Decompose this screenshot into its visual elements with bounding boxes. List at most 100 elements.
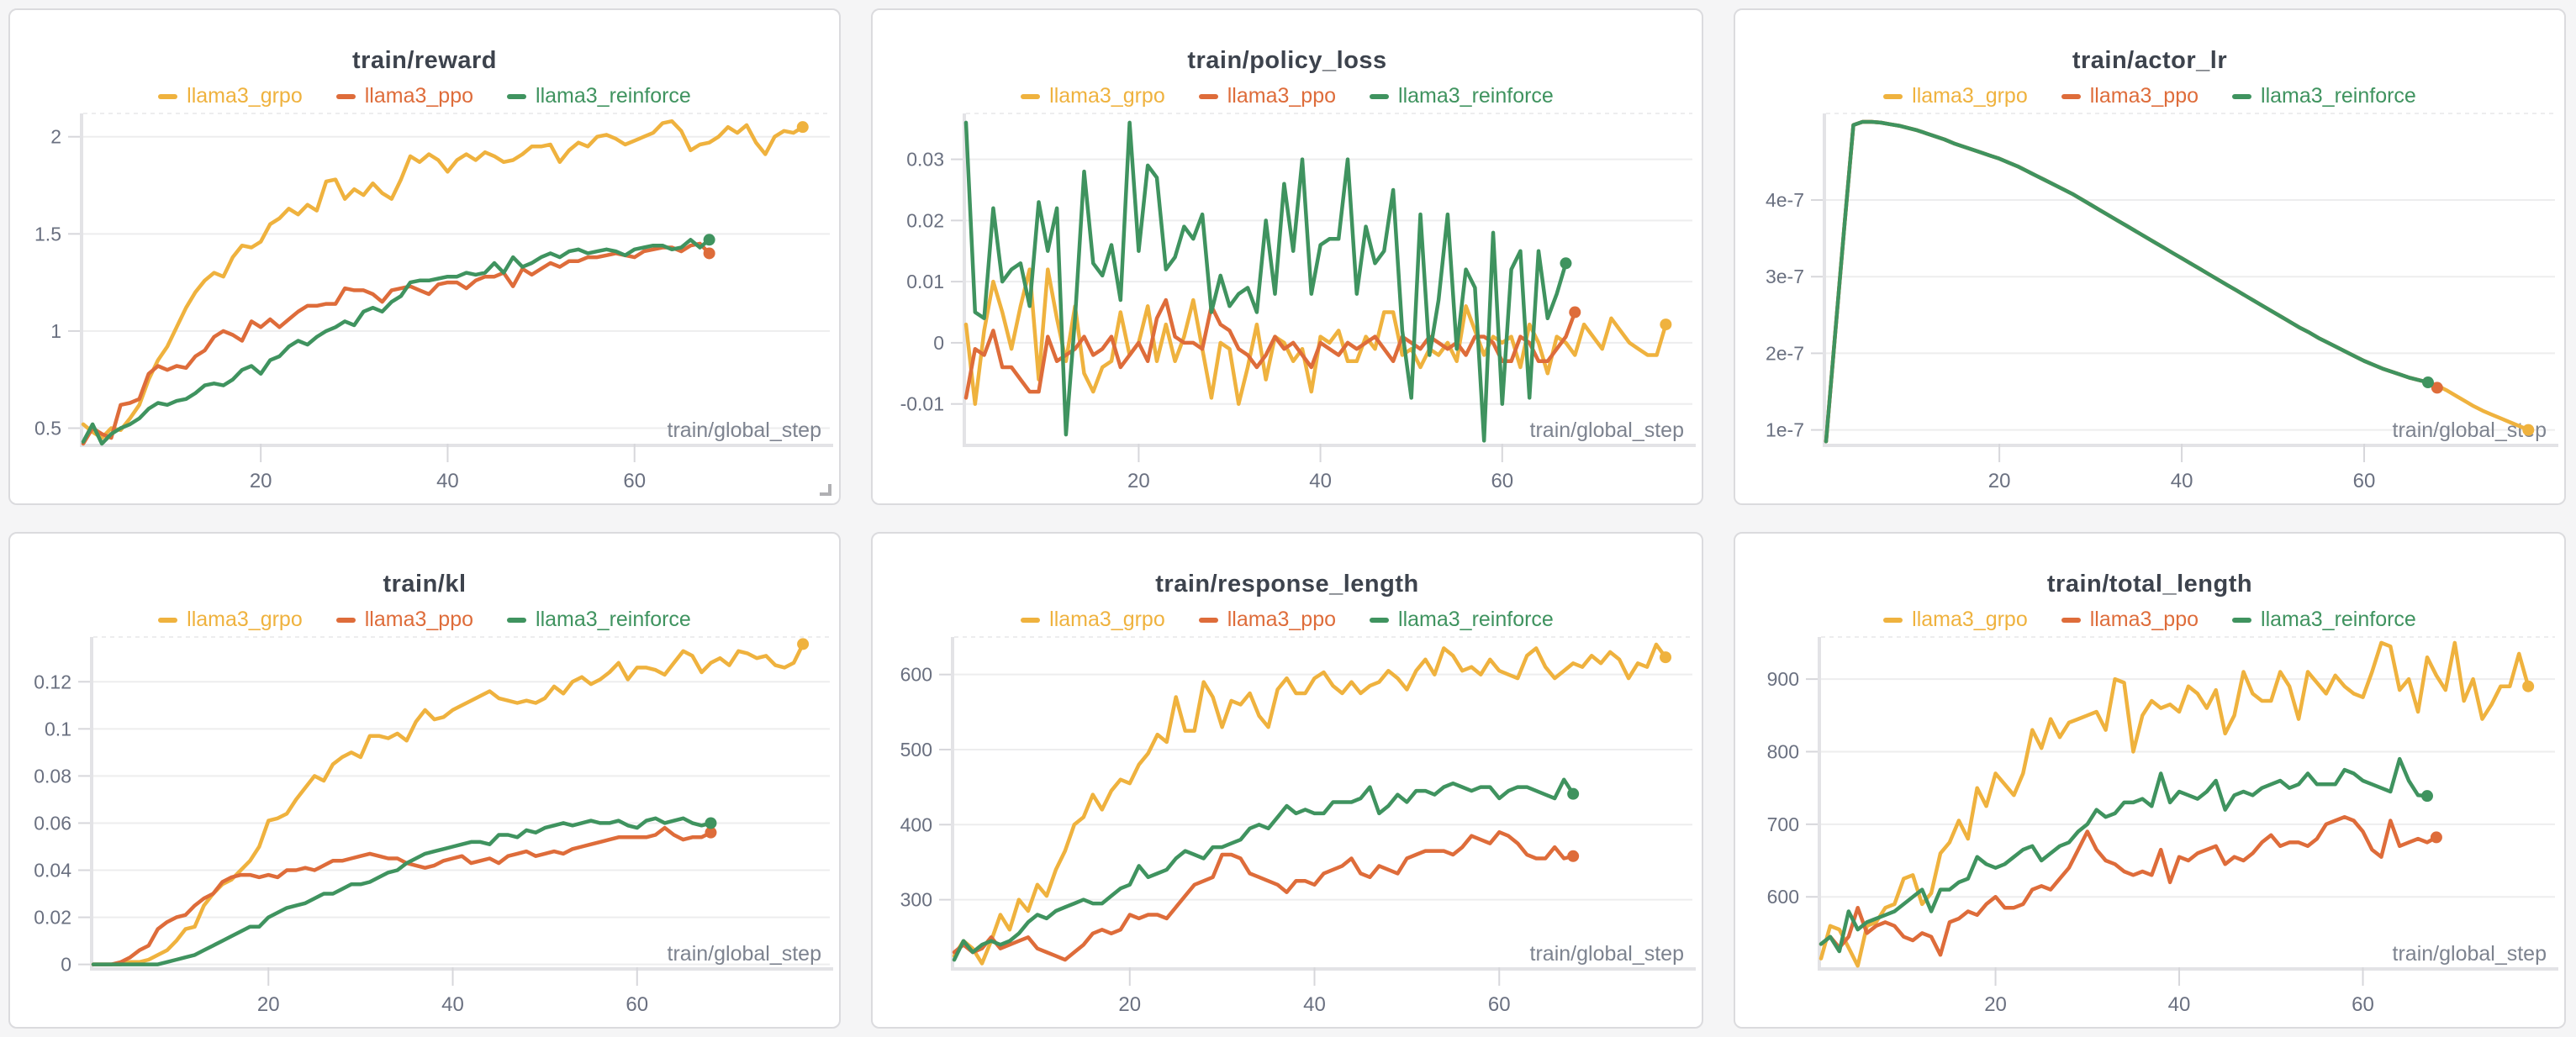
svg-text:40: 40 — [436, 470, 459, 492]
svg-text:0.02: 0.02 — [34, 907, 71, 929]
svg-text:800: 800 — [1767, 740, 1799, 762]
legend-item-llama3_grpo[interactable]: llama3_grpo — [158, 84, 303, 108]
legend-label: llama3_ppo — [2089, 84, 2199, 108]
x-axis-label: train/global_step — [2393, 418, 2547, 442]
svg-text:40: 40 — [2168, 993, 2191, 1016]
chart-plot[interactable]: 1e-7 2e-7 3e-7 4e-7 20 40 60 train/global_step — [1735, 109, 2568, 507]
legend-label: llama3_ppo — [364, 84, 474, 108]
legend-item-llama3_ppo[interactable]: llama3_ppo — [1198, 84, 1337, 108]
svg-text:60: 60 — [1491, 470, 1513, 492]
x-axis-label: train/global_step — [668, 418, 821, 442]
svg-text:-0.01: -0.01 — [900, 393, 944, 415]
x-axis-label: train/global_step — [2393, 942, 2547, 966]
chart-title: train/reward — [352, 47, 497, 74]
legend-item-llama3_ppo[interactable]: llama3_ppo — [2061, 608, 2199, 632]
svg-text:20: 20 — [250, 470, 272, 492]
chart-plot[interactable]: 600 700 800 900 20 40 60 train/global_step — [1735, 633, 2568, 1030]
svg-text:0.02: 0.02 — [906, 209, 944, 231]
chart-legend: llama3_grpo llama3_ppo llama3_reinforce — [10, 608, 839, 632]
legend-item-llama3_ppo[interactable]: llama3_ppo — [335, 84, 474, 108]
svg-text:0.5: 0.5 — [34, 418, 61, 440]
svg-text:60: 60 — [2352, 993, 2374, 1016]
legend-item-llama3_ppo[interactable]: llama3_ppo — [1198, 608, 1336, 632]
legend-marker-icon — [158, 93, 178, 99]
svg-text:0: 0 — [61, 954, 71, 976]
svg-text:20: 20 — [257, 993, 280, 1016]
chart-plot[interactable]: 0 0.02 0.04 0.06 0.08 0.1 0.12 20 40 60 train/glob… — [10, 633, 842, 1030]
legend-item-llama3_reinforce[interactable]: llama3_reinforce — [2232, 84, 2416, 108]
legend-item-llama3_reinforce[interactable]: llama3_reinforce — [1370, 608, 1554, 632]
svg-text:60: 60 — [626, 993, 648, 1016]
legend-item-llama3_grpo[interactable]: llama3_grpo — [1883, 84, 2028, 108]
chart-title: train/actor_lr — [2072, 47, 2228, 74]
legend-marker-icon — [1021, 617, 1041, 623]
svg-text:600: 600 — [900, 664, 932, 686]
legend-item-llama3_grpo[interactable]: llama3_grpo — [1021, 608, 1165, 632]
legend-marker-icon — [507, 617, 527, 623]
chart-title: train/kl — [383, 571, 467, 597]
svg-text:1.5: 1.5 — [34, 223, 61, 245]
legend-marker-icon — [335, 93, 356, 99]
legend-label: llama3_grpo — [187, 84, 303, 108]
resize-handle-icon[interactable] — [820, 484, 831, 496]
svg-text:500: 500 — [900, 739, 932, 761]
legend-marker-icon — [1021, 93, 1041, 99]
svg-text:900: 900 — [1767, 668, 1799, 690]
legend-marker-icon — [1370, 93, 1390, 99]
svg-text:60: 60 — [623, 470, 646, 492]
legend-marker-icon — [1370, 617, 1390, 623]
legend-marker-icon — [1198, 93, 1218, 99]
legend-item-llama3_reinforce[interactable]: llama3_reinforce — [1370, 84, 1554, 108]
legend-label: llama3_grpo — [187, 608, 303, 631]
legend-label: llama3_reinforce — [536, 608, 691, 631]
legend-marker-icon — [2232, 617, 2252, 623]
legend-marker-icon — [1198, 617, 1218, 623]
x-axis-label: train/global_step — [1530, 418, 1684, 442]
x-axis-label: train/global_step — [1530, 942, 1684, 966]
chart-plot[interactable]: 300 400 500 600 20 40 60 train/global_step — [873, 633, 1705, 1030]
svg-text:400: 400 — [900, 813, 932, 835]
legend-marker-icon — [158, 617, 178, 623]
chart-plot[interactable]: -0.01 0 0.01 0.02 0.03 20 40 60 train/global_ste… — [873, 109, 1705, 507]
legend-label: llama3_reinforce — [2261, 608, 2416, 631]
chart-plot[interactable]: 0.5 1 1.5 2 20 40 60 train/global_step — [10, 109, 842, 507]
svg-text:2e-7: 2e-7 — [1766, 342, 1804, 364]
legend-label: llama3_grpo — [1912, 84, 2028, 108]
legend-item-llama3_reinforce[interactable]: llama3_reinforce — [507, 608, 691, 632]
svg-text:60: 60 — [2353, 470, 2376, 492]
svg-text:4e-7: 4e-7 — [1766, 189, 1804, 211]
legend-label: llama3_reinforce — [1398, 84, 1554, 108]
chart-panel-policy-loss: train/policy_loss llama3_grpo llama3_ppo l… — [871, 8, 1703, 505]
legend-item-llama3_grpo[interactable]: llama3_grpo — [1021, 84, 1165, 108]
chart-panel-response-length: train/response_length llama3_grpo llama3_… — [871, 532, 1703, 1029]
legend-item-llama3_ppo[interactable]: llama3_ppo — [2061, 84, 2199, 108]
svg-text:2: 2 — [50, 126, 61, 148]
chart-legend: llama3_grpo llama3_ppo llama3_reinforce — [10, 84, 839, 108]
legend-item-llama3_grpo[interactable]: llama3_grpo — [158, 608, 303, 632]
svg-text:0.12: 0.12 — [34, 671, 71, 692]
legend-marker-icon — [335, 617, 356, 623]
chart-panel-actor-lr: train/actor_lr llama3_grpo llama3_ppo llam… — [1734, 8, 2566, 505]
legend-item-llama3_ppo[interactable]: llama3_ppo — [335, 608, 474, 632]
x-axis-label: train/global_step — [668, 942, 821, 966]
chart-panel-total-length: train/total_length llama3_grpo llama3_ppo… — [1734, 532, 2566, 1029]
svg-text:600: 600 — [1767, 886, 1799, 908]
svg-text:0.04: 0.04 — [34, 860, 71, 882]
legend-label: llama3_reinforce — [1398, 608, 1554, 631]
legend-label: llama3_ppo — [364, 608, 474, 631]
legend-item-llama3_reinforce[interactable]: llama3_reinforce — [2232, 608, 2416, 632]
legend-label: llama3_reinforce — [2261, 84, 2416, 108]
chart-legend: llama3_grpo llama3_ppo llama3_reinforce — [873, 608, 1702, 632]
legend-item-llama3_grpo[interactable]: llama3_grpo — [1883, 608, 2028, 632]
legend-item-llama3_reinforce[interactable]: llama3_reinforce — [507, 84, 691, 108]
chart-title: train/total_length — [2046, 571, 2253, 597]
chart-panel-kl: train/kl llama3_grpo llama3_ppo llama3_rei… — [8, 532, 841, 1029]
svg-text:40: 40 — [441, 993, 464, 1016]
svg-text:3e-7: 3e-7 — [1766, 266, 1804, 287]
svg-text:0.01: 0.01 — [906, 271, 944, 292]
legend-label: llama3_ppo — [2089, 608, 2199, 631]
legend-label: llama3_ppo — [1227, 84, 1337, 108]
chart-title: train/response_length — [1155, 571, 1419, 597]
svg-text:0.08: 0.08 — [34, 765, 71, 787]
legend-marker-icon — [1883, 617, 1903, 623]
